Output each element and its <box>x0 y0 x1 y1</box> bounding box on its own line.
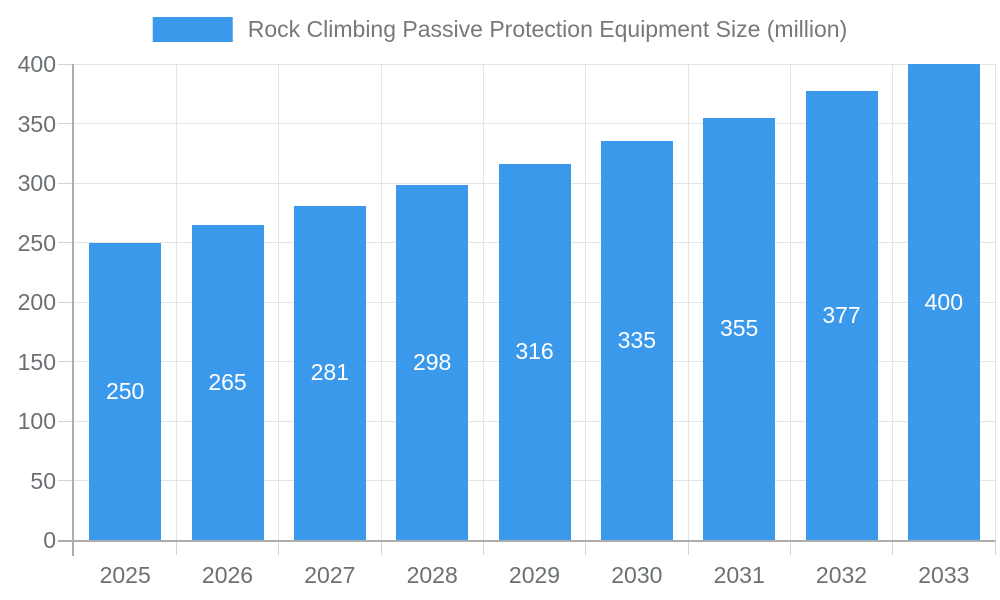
x-axis-tick <box>789 540 791 555</box>
x-axis-tick <box>892 540 894 555</box>
gridline-vertical <box>482 64 484 540</box>
gridline-vertical <box>278 64 280 540</box>
bar-value-label: 281 <box>310 359 350 386</box>
x-axis-tick-label: 2025 <box>99 562 151 588</box>
x-axis-tick <box>994 540 996 555</box>
gridline-vertical <box>994 64 996 540</box>
legend-label[interactable]: Rock Climbing Passive Protection Equipme… <box>247 16 848 42</box>
y-axis-tick-label: 0 <box>43 527 56 553</box>
legend-swatch[interactable] <box>152 17 233 42</box>
y-axis-tick <box>58 182 74 184</box>
x-axis-tick <box>380 540 382 555</box>
y-axis-labels: 0 50 100 150 200 250 300 350 400 <box>0 51 56 553</box>
gridline-vertical <box>585 64 587 540</box>
x-axis-line <box>58 540 995 542</box>
bar-2029[interactable]: 316 <box>498 163 571 540</box>
bar-2026[interactable]: 265 <box>191 224 264 540</box>
gridline-vertical <box>380 64 382 540</box>
y-axis-tick <box>58 63 74 65</box>
bar-value-label: 377 <box>822 302 861 329</box>
y-axis-tick <box>58 123 74 124</box>
y-axis-tick <box>58 242 74 243</box>
y-axis-tick <box>58 301 74 303</box>
x-axis-tick-label: 2032 <box>815 562 868 588</box>
y-axis-tick-label: 350 <box>17 110 56 137</box>
y-axis-tick-label: 250 <box>17 229 56 256</box>
bar-value-label: 316 <box>515 338 554 365</box>
x-axis-labels: 2025 2026 2027 2028 2029 2030 2031 2032 2033 <box>74 560 995 596</box>
x-axis-tick <box>175 540 177 555</box>
y-axis-tick-label: 200 <box>17 289 56 315</box>
x-axis-tick-label: 2031 <box>713 562 765 588</box>
y-axis-tick-label: 50 <box>30 467 56 494</box>
y-axis-tick <box>58 420 74 422</box>
bar-value-label: 335 <box>617 327 657 354</box>
x-axis-tick <box>585 540 587 555</box>
x-axis-tick-label: 2033 <box>918 562 970 588</box>
legend[interactable]: Rock Climbing Passive Protection Equipme… <box>152 16 848 43</box>
y-axis-tick <box>58 361 74 362</box>
bar-2031[interactable]: 355 <box>703 117 776 540</box>
y-axis-tick-label: 100 <box>17 408 56 434</box>
y-axis-tick-label: 150 <box>17 348 56 375</box>
bar-2027[interactable]: 281 <box>293 205 366 540</box>
bar-value-label: 355 <box>719 315 759 342</box>
bar-2032[interactable]: 377 <box>805 91 878 540</box>
x-axis-tick-label: 2030 <box>611 562 663 588</box>
bar-2033[interactable]: 400 <box>907 64 980 540</box>
y-axis-tick <box>58 480 74 481</box>
gridline-vertical <box>892 64 894 540</box>
gridline-horizontal <box>74 63 995 65</box>
x-axis-tick-label: 2027 <box>304 562 356 588</box>
bar-2025[interactable]: 250 <box>89 242 162 540</box>
bar-value-label: 265 <box>208 368 247 395</box>
x-axis-tick-label: 2028 <box>406 562 458 588</box>
y-axis-line <box>72 64 74 556</box>
gridline-vertical <box>789 64 791 540</box>
bar-2030[interactable]: 335 <box>600 141 673 540</box>
x-axis-tick-label: 2026 <box>201 562 254 588</box>
gridline-vertical <box>687 64 689 540</box>
gridline-horizontal <box>74 123 995 124</box>
bar-value-label: 400 <box>924 288 964 315</box>
y-axis-tick-label: 300 <box>17 170 56 196</box>
bar-2028[interactable]: 298 <box>396 185 469 540</box>
plot-area: 250 265 281 298 316 335 355 377 400 <box>58 63 996 556</box>
x-axis-tick-label: 2029 <box>508 562 561 588</box>
x-axis-tick <box>482 540 484 555</box>
bar-value-label: 250 <box>105 377 145 404</box>
x-axis-tick <box>278 540 280 555</box>
y-axis-tick-label: 400 <box>17 51 56 77</box>
bar-value-label: 298 <box>412 349 452 376</box>
x-axis-tick <box>687 540 689 555</box>
gridline-vertical <box>175 64 177 540</box>
